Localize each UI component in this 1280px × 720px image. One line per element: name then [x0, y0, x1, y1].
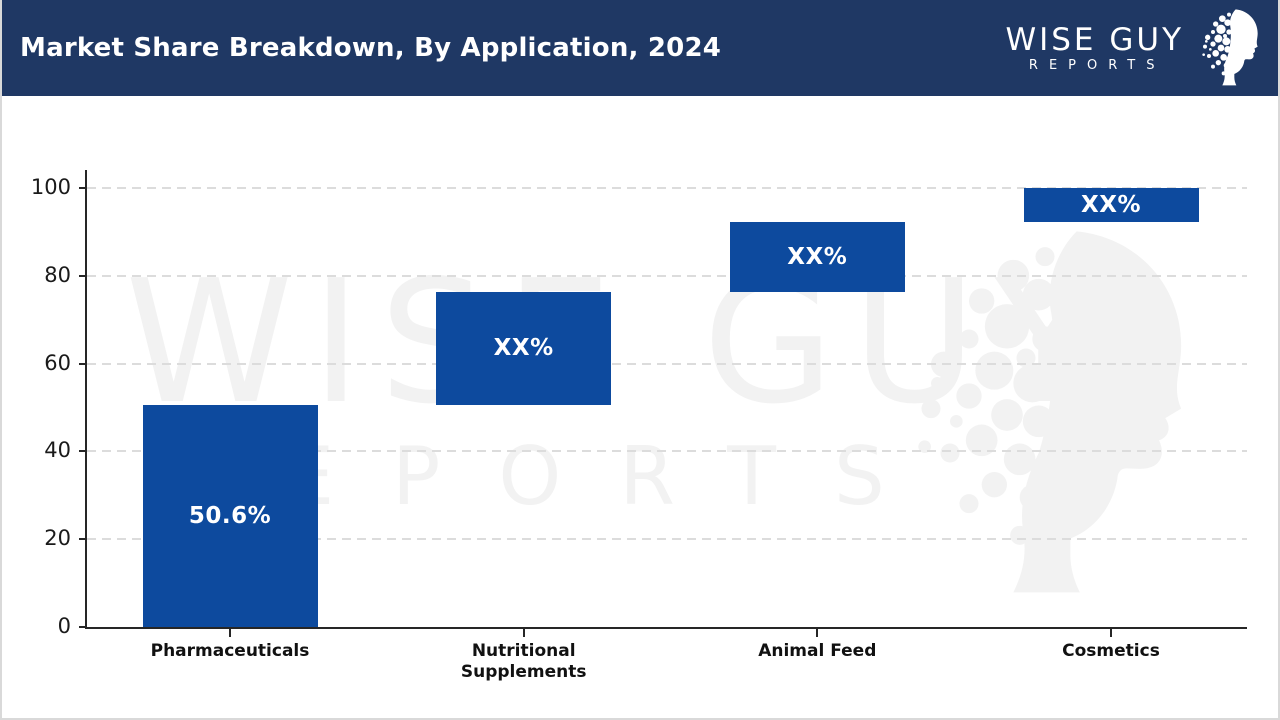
y-axis-tick: [79, 362, 87, 365]
bar-value-label: XX%: [1080, 192, 1141, 219]
page-title: Market Share Breakdown, By Application, …: [20, 33, 722, 63]
bar-value-label: XX%: [493, 335, 554, 362]
category-label-cosmetics: Cosmetics: [1062, 641, 1160, 661]
bar-value-label: XX%: [787, 243, 848, 270]
y-axis-tick: [79, 274, 87, 277]
y-axis-tick: [79, 450, 87, 453]
bar-cosmetics: XX%: [1023, 188, 1199, 223]
y-tick-label: 60: [44, 350, 71, 375]
gridline-60: [87, 362, 1247, 365]
x-axis-tick: [522, 629, 525, 637]
y-axis-tick: [79, 187, 87, 189]
bar-pharmaceuticals: 50.6%: [142, 404, 318, 627]
x-axis-tick: [816, 629, 819, 637]
brand-head-icon: [1202, 9, 1258, 86]
category-label-animal-feed: Animal Feed: [758, 641, 877, 661]
header-bar: Market Share Breakdown, By Application, …: [0, 0, 1280, 96]
y-tick-label: 100: [30, 175, 71, 199]
x-axis-line: [85, 627, 1247, 629]
gridline-100: [87, 187, 1247, 189]
brand-logo: WISE GUY REPORTS: [1005, 6, 1266, 90]
x-axis-tick: [229, 629, 231, 637]
y-tick-label: 40: [44, 438, 71, 463]
brand-logo-text: WISE GUY REPORTS: [1005, 23, 1184, 73]
y-axis-line: [85, 170, 87, 629]
y-axis-tick: [79, 626, 87, 628]
gridline-20: [87, 538, 1247, 541]
category-label-nutritional-supplements: Nutritional Supplements: [460, 641, 587, 682]
bar-animal-feed: XX%: [729, 222, 905, 292]
brand-subtitle: REPORTS: [1028, 58, 1166, 73]
y-tick-label: 80: [44, 262, 71, 287]
watermark-text-wiseguy: WISE GUY: [125, 244, 1117, 442]
category-label-pharmaceuticals: Pharmaceuticals: [150, 641, 310, 661]
gridline-80: [87, 274, 1247, 277]
brand-name: WISE GUY: [1005, 22, 1184, 58]
y-tick-label: 0: [57, 614, 71, 638]
bar-value-label: 50.6%: [188, 502, 272, 529]
y-tick-label: 20: [44, 526, 71, 551]
bar-nutritional-supplements: XX%: [436, 291, 612, 405]
y-axis-tick: [79, 538, 87, 541]
gridline-40: [87, 450, 1247, 453]
x-axis-tick: [1110, 629, 1112, 637]
